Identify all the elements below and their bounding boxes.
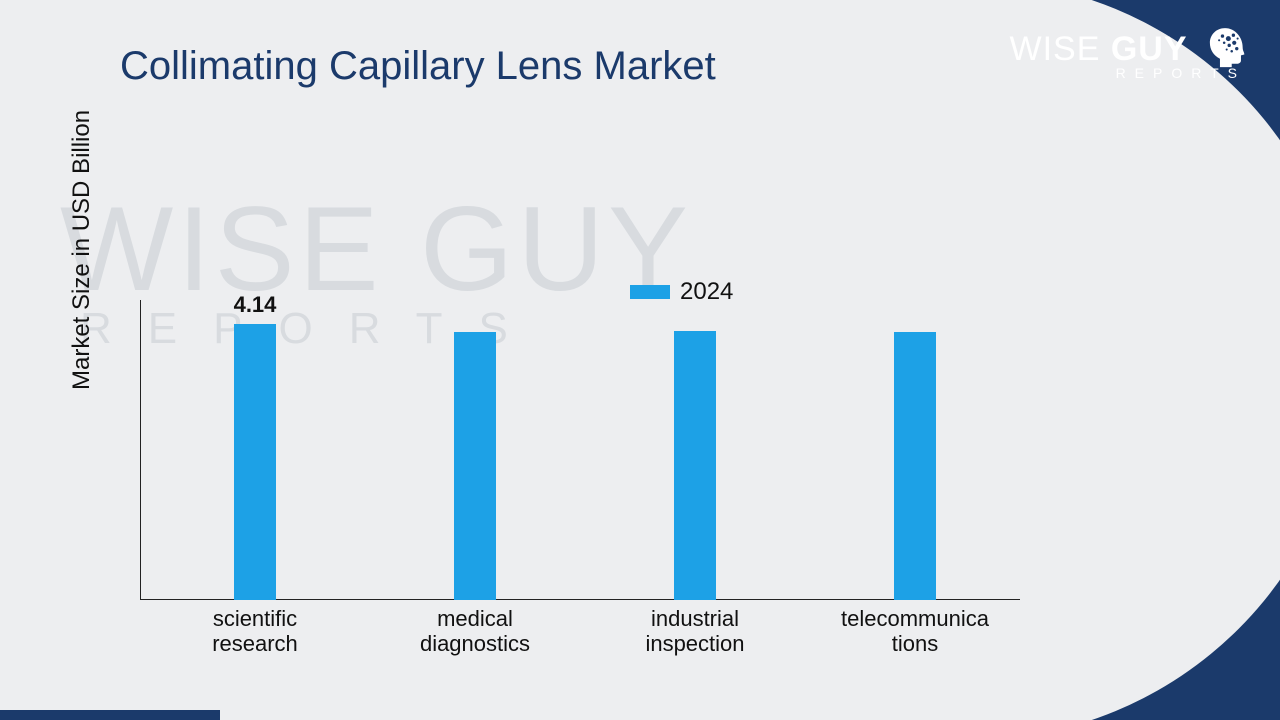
y-axis-label: Market Size in USD Billion	[68, 110, 96, 390]
category-label: telecommunications	[840, 606, 990, 657]
bar-slot: 4.14scientific research	[180, 300, 330, 600]
brand-name: WISE GUY	[1010, 26, 1247, 69]
legend-swatch	[630, 285, 670, 299]
page-title: Collimating Capillary Lens Market	[120, 44, 716, 89]
bar	[454, 332, 496, 600]
brand-head-icon	[1204, 26, 1246, 68]
category-label: scientific research	[180, 606, 330, 657]
bar	[234, 324, 276, 600]
bar-slot: telecommunications	[840, 300, 990, 600]
category-label: medical diagnostics	[400, 606, 550, 657]
brand-name-part2: GUY	[1111, 30, 1188, 68]
brand-name-part1: WISE	[1010, 30, 1101, 68]
category-label: industrial inspection	[620, 606, 770, 657]
bar	[674, 331, 716, 600]
bar-value-label: 4.14	[234, 292, 277, 318]
y-axis	[140, 300, 141, 600]
brand-logo: WISE GUY REPORTS	[1010, 26, 1247, 81]
bar-slot: industrial inspection	[620, 300, 770, 600]
stage: WISE GUY REPORTS WISE GUY REPORTS Collim…	[0, 0, 1280, 720]
chart-plot-area: 2024 4.14scientific researchmedical diag…	[140, 300, 1020, 600]
bar	[894, 332, 936, 600]
footer-accent-bar	[0, 710, 220, 720]
bar-slot: medical diagnostics	[400, 300, 550, 600]
